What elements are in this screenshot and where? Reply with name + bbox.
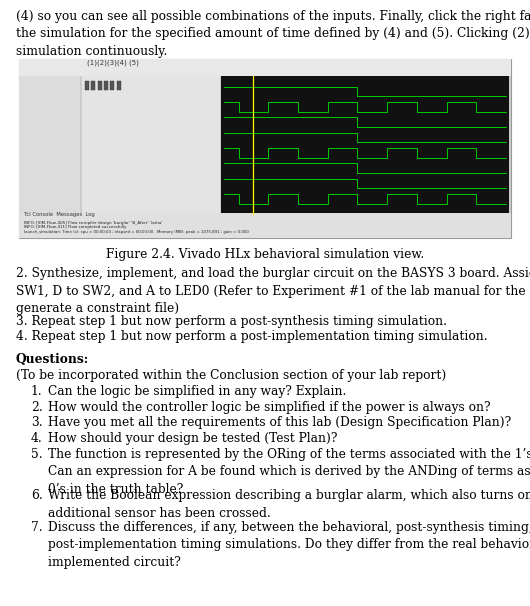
Text: Can the logic be simplified in any way? Explain.: Can the logic be simplified in any way? … [48, 385, 346, 398]
Text: 4. Repeat step 1 but now perform a post-implementation timing simulation.: 4. Repeat step 1 but now perform a post-… [16, 330, 488, 343]
FancyBboxPatch shape [104, 81, 108, 90]
Text: 5.: 5. [31, 448, 42, 461]
Text: 3.: 3. [31, 416, 42, 429]
FancyBboxPatch shape [91, 81, 95, 90]
Text: 1.: 1. [31, 385, 42, 398]
Text: Tcl Console  Messages  Log: Tcl Console Messages Log [24, 211, 94, 217]
Text: Figure 2.4. Vivado HLx behavioral simulation view.: Figure 2.4. Vivado HLx behavioral simula… [106, 248, 424, 261]
FancyBboxPatch shape [85, 81, 89, 90]
Text: INFO: [SIM-Flow-411] Flow completed successfully: INFO: [SIM-Flow-411] Flow completed succ… [24, 225, 126, 230]
Text: How would the controller logic be simplified if the power is always on?: How would the controller logic be simpli… [48, 401, 490, 413]
Text: The function is represented by the ORing of the terms associated with the 1’s in: The function is represented by the ORing… [48, 448, 530, 496]
Text: Have you met all the requirements of this lab (Design Specification Plan)?: Have you met all the requirements of thi… [48, 416, 511, 429]
Text: 2. Synthesize, implement, and load the burglar circuit on the BASYS 3 board. Ass: 2. Synthesize, implement, and load the b… [16, 267, 530, 315]
Text: INFO: [SIM-Flow-405] Flow compiler design 'burglar' 'B_After' 'issha': INFO: [SIM-Flow-405] Flow compiler desig… [24, 221, 162, 225]
Text: Discuss the differences, if any, between the behavioral, post-synthesis timing, : Discuss the differences, if any, between… [48, 521, 530, 568]
Text: 7.: 7. [31, 521, 42, 533]
Text: 2.: 2. [31, 401, 42, 413]
FancyBboxPatch shape [19, 213, 511, 238]
Text: (1)(2)(3)(4) (5): (1)(2)(3)(4) (5) [87, 59, 139, 65]
FancyBboxPatch shape [110, 81, 114, 90]
FancyBboxPatch shape [19, 59, 511, 76]
Text: Questions:: Questions: [16, 353, 89, 366]
FancyBboxPatch shape [82, 76, 220, 214]
FancyBboxPatch shape [221, 76, 509, 214]
FancyBboxPatch shape [98, 81, 102, 90]
Text: 4.: 4. [31, 432, 42, 445]
Text: 6.: 6. [31, 489, 42, 502]
Text: (4) so you can see all possible combinations of the inputs. Finally, click the r: (4) so you can see all possible combinat… [16, 10, 530, 58]
Text: (To be incorporated within the Conclusion section of your lab report): (To be incorporated within the Conclusio… [16, 369, 446, 382]
Text: launch_simulation: Time (s): cpu = 00:00:00 ; elapsed = 00:00:00 . Memory (MB): : launch_simulation: Time (s): cpu = 00:00… [24, 230, 249, 235]
FancyBboxPatch shape [117, 81, 121, 90]
FancyBboxPatch shape [19, 59, 511, 238]
Text: 3. Repeat step 1 but now perform a post-synthesis timing simulation.: 3. Repeat step 1 but now perform a post-… [16, 315, 447, 327]
FancyBboxPatch shape [19, 76, 80, 214]
Text: Write the Boolean expression describing a burglar alarm, which also turns on an : Write the Boolean expression describing … [48, 489, 530, 519]
Text: How should your design be tested (Test Plan)?: How should your design be tested (Test P… [48, 432, 337, 445]
